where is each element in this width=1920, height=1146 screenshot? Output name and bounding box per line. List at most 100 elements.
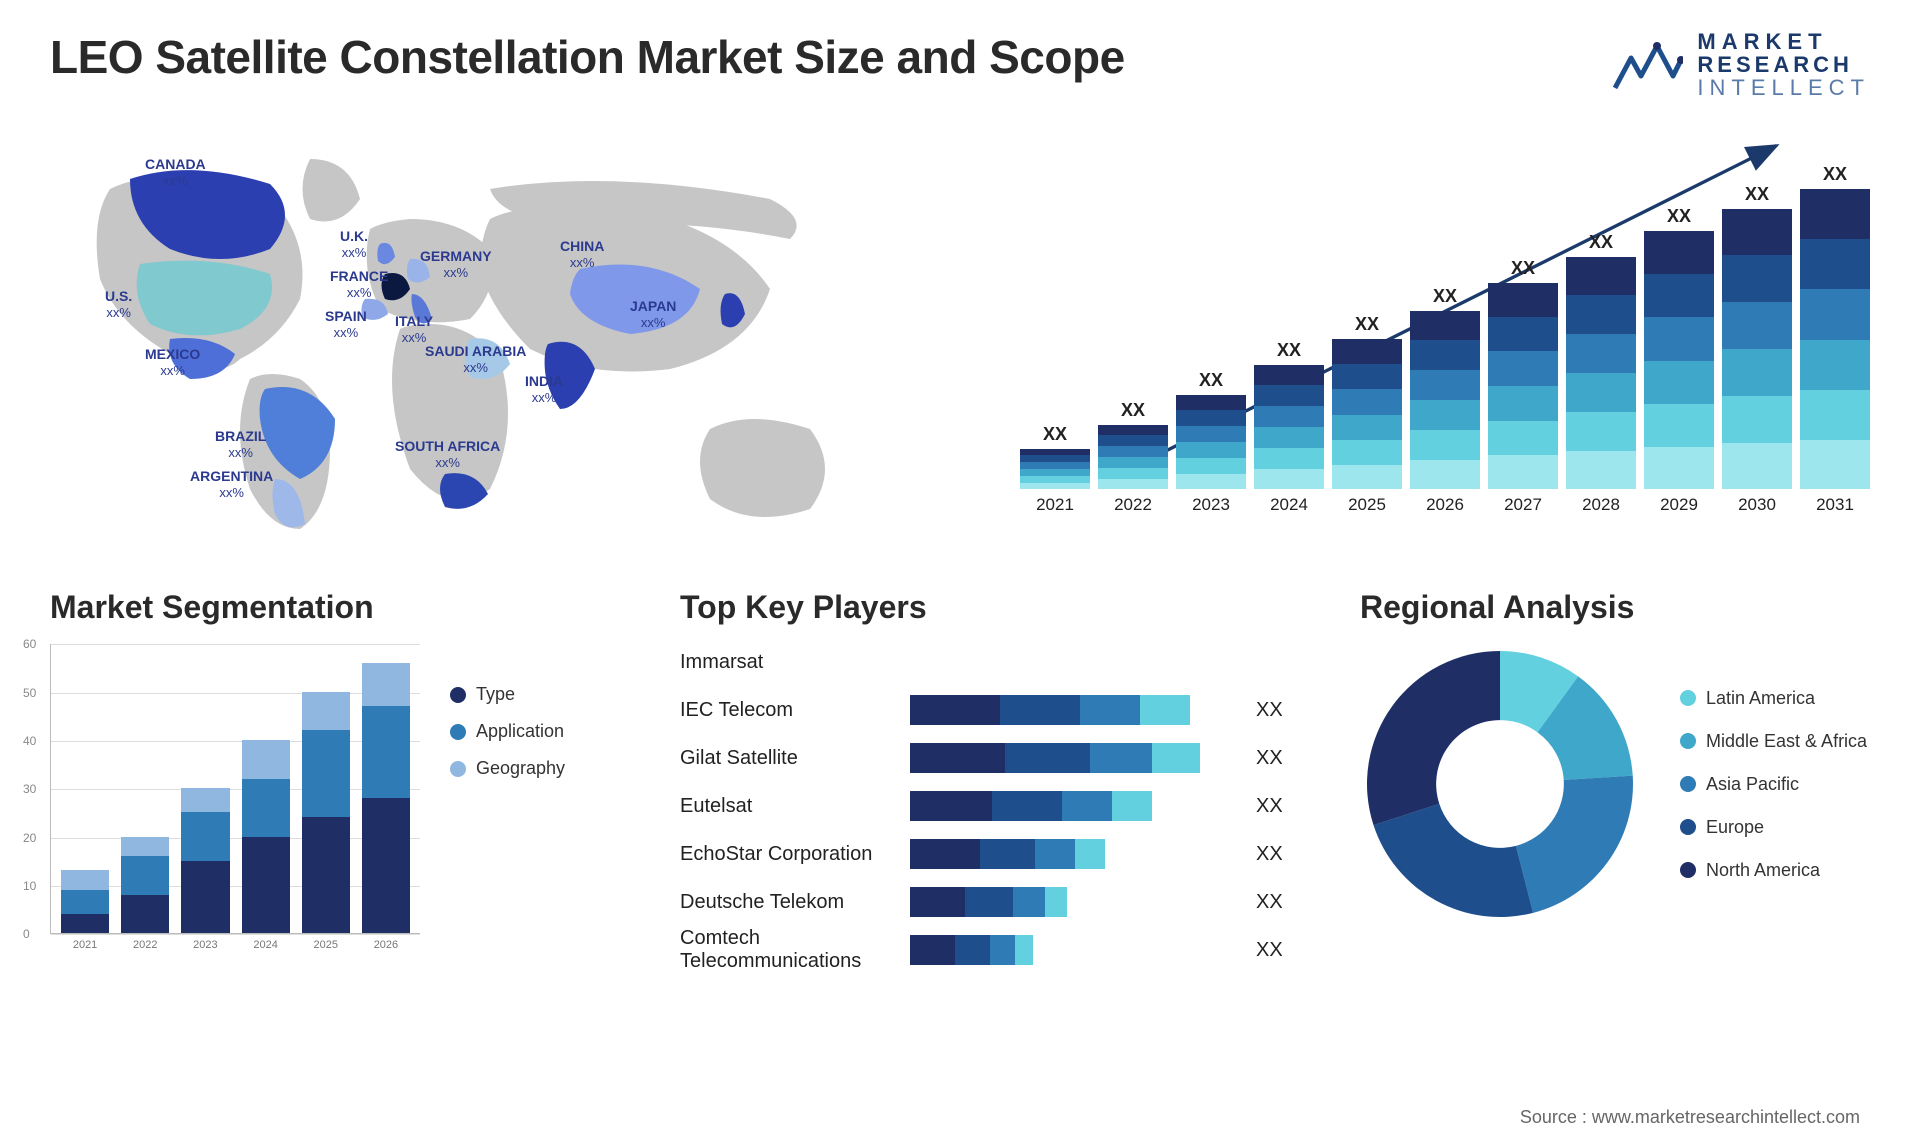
regional-donut xyxy=(1360,644,1640,924)
player-bar-segment xyxy=(1112,791,1152,821)
seg-bar-stack xyxy=(242,740,290,933)
region-legend-item: Asia Pacific xyxy=(1680,774,1867,795)
growth-bar-segment xyxy=(1098,425,1168,435)
map-country-name: JAPAN xyxy=(630,299,676,314)
seg-bar: 2024 xyxy=(242,740,290,933)
legend-label: Application xyxy=(476,721,564,742)
growth-bar-year: 2027 xyxy=(1504,495,1542,515)
growth-bar-value: XX xyxy=(1199,370,1223,391)
map-country-pct: xx% xyxy=(105,305,132,320)
growth-bar-segment xyxy=(1722,209,1792,255)
player-name: IEC Telecom xyxy=(680,699,910,722)
growth-bar-segment xyxy=(1644,404,1714,447)
growth-bar-year: 2022 xyxy=(1114,495,1152,515)
growth-bar-segment xyxy=(1176,442,1246,458)
growth-bar-stack xyxy=(1800,189,1870,489)
segmentation-chart: 0102030405060202120222023202420252026 xyxy=(50,644,420,934)
growth-bar-segment xyxy=(1176,458,1246,474)
growth-chart: XX2021XX2022XX2023XX2024XX2025XX2026XX20… xyxy=(1020,129,1870,549)
legend-label: Type xyxy=(476,684,515,705)
map-country-name: ARGENTINA xyxy=(190,469,273,484)
seg-ytick: 0 xyxy=(23,927,30,941)
growth-bar: XX2030 xyxy=(1722,184,1792,515)
donut-slice xyxy=(1367,651,1500,825)
growth-bar-value: XX xyxy=(1043,424,1067,445)
player-bar-segment xyxy=(990,935,1015,965)
growth-bar-segment xyxy=(1800,189,1870,239)
growth-bar-segment xyxy=(1800,440,1870,489)
map-label: SOUTH AFRICAxx% xyxy=(395,439,500,469)
growth-bar-segment xyxy=(1098,479,1168,489)
seg-gridline xyxy=(51,934,420,935)
growth-bar: XX2022 xyxy=(1098,400,1168,515)
legend-dot xyxy=(450,761,466,777)
player-value: XX xyxy=(1256,795,1283,818)
growth-bar-segment xyxy=(1566,451,1636,489)
map-label: ARGENTINAxx% xyxy=(190,469,273,499)
growth-bar-segment xyxy=(1488,351,1558,386)
seg-bar: 2022 xyxy=(121,837,169,934)
growth-bar-segment xyxy=(1332,389,1402,415)
growth-bar-value: XX xyxy=(1277,340,1301,361)
growth-bar-segment xyxy=(1254,448,1324,469)
seg-bar-segment xyxy=(181,812,229,860)
map-country-pct: xx% xyxy=(630,315,676,330)
header: LEO Satellite Constellation Market Size … xyxy=(50,30,1870,99)
growth-bar: XX2025 xyxy=(1332,314,1402,515)
logo-text-2: RESEARCH xyxy=(1697,53,1870,76)
player-bar-segment xyxy=(1005,743,1090,773)
seg-legend-item: Application xyxy=(450,721,565,742)
logo-text-3: INTELLECT xyxy=(1697,76,1870,99)
growth-bar-segment xyxy=(1332,440,1402,465)
seg-bar-stack xyxy=(61,870,109,933)
map-label: CHINAxx% xyxy=(560,239,604,269)
legend-label: Asia Pacific xyxy=(1706,774,1799,795)
growth-bar-value: XX xyxy=(1823,164,1847,185)
growth-bar-segment xyxy=(1488,455,1558,489)
growth-bar-segment xyxy=(1020,469,1090,476)
growth-bar-value: XX xyxy=(1667,206,1691,227)
seg-bar-year: 2022 xyxy=(133,939,157,951)
growth-bar-segment xyxy=(1020,476,1090,483)
growth-bar-segment xyxy=(1098,457,1168,468)
regional-title: Regional Analysis xyxy=(1360,589,1870,626)
map-label: INDIAxx% xyxy=(525,374,563,404)
map-country-pct: xx% xyxy=(395,455,500,470)
player-bar-segment xyxy=(1015,935,1033,965)
map-country-pct: xx% xyxy=(145,363,200,378)
growth-bar-stack xyxy=(1254,365,1324,489)
region-legend-item: Middle East & Africa xyxy=(1680,731,1867,752)
seg-bar-year: 2024 xyxy=(253,939,277,951)
region-legend-item: North America xyxy=(1680,860,1867,881)
growth-bar-segment xyxy=(1488,386,1558,421)
map-country-pct: xx% xyxy=(420,265,492,280)
players-list: ImmarsatIEC TelecomXXGilat SatelliteXXEu… xyxy=(680,644,1320,968)
growth-bar-segment xyxy=(1410,340,1480,370)
map-country-pct: xx% xyxy=(190,485,273,500)
growth-bar-segment xyxy=(1254,406,1324,427)
map-country-name: SAUDI ARABIA xyxy=(425,344,526,359)
player-name: Deutsche Telekom xyxy=(680,891,910,914)
growth-bar-stack xyxy=(1644,231,1714,489)
seg-ytick: 20 xyxy=(23,831,36,845)
growth-bar-segment xyxy=(1098,468,1168,479)
player-bar xyxy=(910,791,1240,821)
map-label: CANADAxx% xyxy=(145,157,206,187)
growth-bar-segment xyxy=(1722,302,1792,349)
seg-bar-segment xyxy=(302,692,350,731)
legend-dot xyxy=(450,687,466,703)
growth-bar-year: 2025 xyxy=(1348,495,1386,515)
map-label: BRAZILxx% xyxy=(215,429,266,459)
region-legend-item: Latin America xyxy=(1680,688,1867,709)
player-row: Immarsat xyxy=(680,644,1320,680)
brand-logo: MARKET RESEARCH INTELLECT xyxy=(1613,30,1870,99)
player-bar-segment xyxy=(1075,839,1105,869)
map-country-name: CHINA xyxy=(560,239,604,254)
growth-bar-year: 2021 xyxy=(1036,495,1074,515)
map-country-name: BRAZIL xyxy=(215,429,266,444)
growth-bar: XX2027 xyxy=(1488,258,1558,515)
growth-bar-stack xyxy=(1020,449,1090,489)
seg-ytick: 60 xyxy=(23,637,36,651)
map-country-pct: xx% xyxy=(340,245,368,260)
player-bar-segment xyxy=(910,935,955,965)
